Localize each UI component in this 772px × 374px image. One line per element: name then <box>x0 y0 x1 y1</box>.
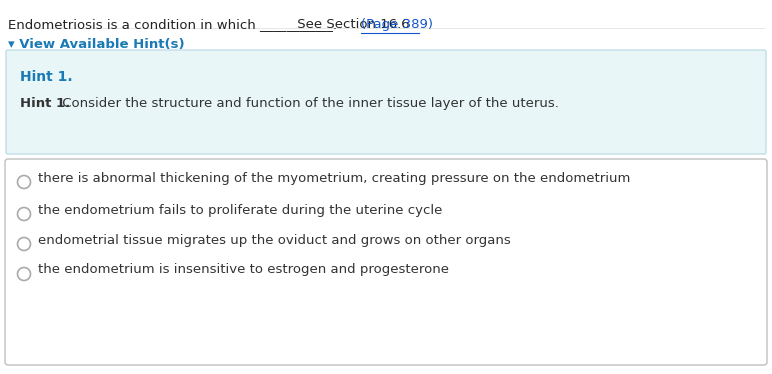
Text: there is abnormal thickening of the myometrium, creating pressure on the endomet: there is abnormal thickening of the myom… <box>38 172 631 184</box>
Circle shape <box>18 267 31 280</box>
Text: the endometrium fails to proliferate during the uterine cycle: the endometrium fails to proliferate dur… <box>38 203 442 217</box>
FancyBboxPatch shape <box>5 159 767 365</box>
Circle shape <box>18 208 31 221</box>
Text: endometrial tissue migrates up the oviduct and grows on other organs: endometrial tissue migrates up the ovidu… <box>38 233 511 246</box>
Text: Consider the structure and function of the inner tissue layer of the uterus.: Consider the structure and function of t… <box>58 97 559 110</box>
Text: See Section 16.6: See Section 16.6 <box>293 18 414 31</box>
Text: Hint 1.: Hint 1. <box>20 97 70 110</box>
Text: Hint 1.: Hint 1. <box>20 70 73 84</box>
FancyBboxPatch shape <box>6 50 766 154</box>
Circle shape <box>18 175 31 188</box>
Text: (Page 389): (Page 389) <box>361 18 433 31</box>
Text: Endometriosis is a condition in which ___________.: Endometriosis is a condition in which __… <box>8 18 337 31</box>
Circle shape <box>18 237 31 251</box>
Text: ▾ View Available Hint(s): ▾ View Available Hint(s) <box>8 38 185 51</box>
Text: the endometrium is insensitive to estrogen and progesterone: the endometrium is insensitive to estrog… <box>38 264 449 276</box>
